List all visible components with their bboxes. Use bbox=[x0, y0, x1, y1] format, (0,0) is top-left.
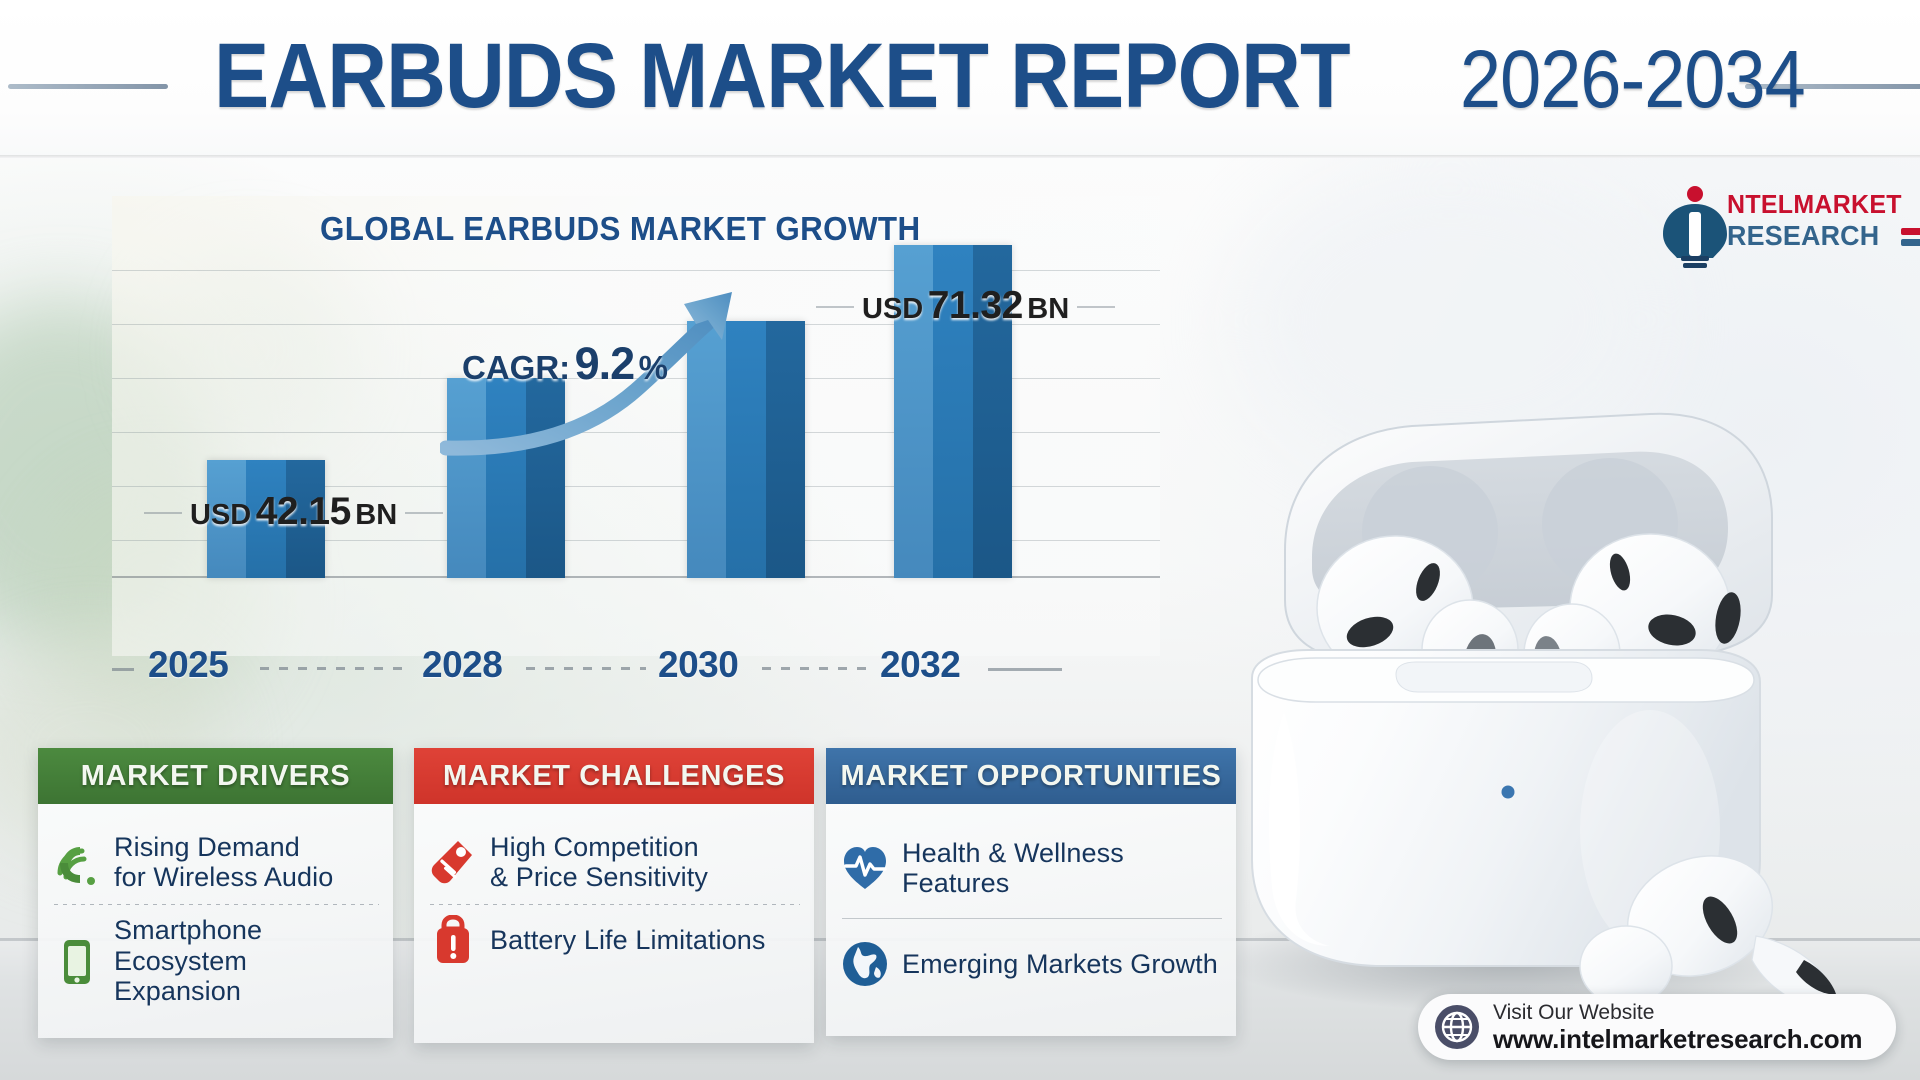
chart-title: GLOBAL EARBUDS MARKET GROWTH bbox=[320, 210, 921, 247]
list-item[interactable]: Smartphone Ecosystem Expansion bbox=[54, 905, 379, 1018]
card-body: High Competition & Price Sensitivity Bat… bbox=[414, 804, 814, 987]
chart-gridline bbox=[112, 324, 1160, 325]
earbuds-charging-case-photo bbox=[1220, 412, 1836, 1012]
brand-logo-line1: NTELMARKET bbox=[1727, 189, 1902, 219]
chart-axis-line bbox=[112, 576, 1160, 578]
card-title: MARKET OPPORTUNITIES bbox=[826, 748, 1236, 804]
card-body: Rising Demand for Wireless Audio Smartph… bbox=[38, 804, 393, 1028]
market-growth-chart: GLOBAL EARBUDS MARKET GROWTH bbox=[112, 196, 1160, 656]
cagr-annotation: CAGR: 9.2 % bbox=[462, 338, 668, 390]
axis-tick bbox=[988, 668, 1062, 671]
website-badge-text: Visit Our Website www.intelmarketresearc… bbox=[1493, 1001, 1863, 1054]
chart-value-label: USD 42.15 BN bbox=[144, 490, 444, 534]
chart-value-suffix: BN bbox=[1027, 293, 1070, 325]
list-item-label: Battery Life Limitations bbox=[490, 925, 766, 956]
badge-line1: Visit Our Website bbox=[1493, 1001, 1655, 1024]
list-separator bbox=[54, 904, 379, 906]
brand-logo-bars bbox=[1901, 228, 1920, 250]
wireless-audio-icon bbox=[54, 837, 100, 887]
list-item[interactable]: Battery Life Limitations bbox=[430, 905, 800, 977]
chart-bar bbox=[207, 460, 325, 578]
chart-value-number: 71.32 bbox=[927, 284, 1024, 327]
chart-gridline bbox=[112, 270, 1160, 271]
growth-arrow-icon bbox=[440, 292, 732, 456]
cagr-unit: % bbox=[638, 349, 668, 386]
list-item-label: Emerging Markets Growth bbox=[902, 949, 1218, 980]
battery-warning-icon bbox=[430, 914, 476, 965]
chart-x-tick-label: 2028 bbox=[422, 644, 503, 685]
chart-value-prefix: USD bbox=[190, 499, 252, 531]
list-separator bbox=[430, 904, 800, 906]
list-separator bbox=[842, 918, 1222, 920]
chart-gridline bbox=[112, 378, 1160, 379]
chart-x-axis: 2025 2028 2030 2032 bbox=[112, 644, 1172, 698]
card-market-drivers: MARKET DRIVERS Rising Demand for Wireles… bbox=[38, 748, 393, 1038]
axis-connector bbox=[526, 667, 646, 670]
axis-connector bbox=[762, 667, 870, 670]
list-item[interactable]: Rising Demand for Wireless Audio bbox=[54, 822, 379, 904]
axis-connector bbox=[260, 667, 408, 670]
header-rule-left bbox=[8, 84, 168, 89]
page-title-years: 2026-2034 bbox=[1460, 34, 1806, 125]
list-item-label: High Competition & Price Sensitivity bbox=[490, 832, 708, 893]
website-badge[interactable]: Visit Our Website www.intelmarketresearc… bbox=[1418, 994, 1896, 1060]
chart-x-tick-label: 2025 bbox=[148, 644, 229, 685]
card-title: MARKET DRIVERS bbox=[38, 748, 393, 804]
list-item[interactable]: High Competition & Price Sensitivity bbox=[430, 822, 800, 904]
chart-x-tick-label: 2032 bbox=[880, 644, 961, 685]
chart-value-number: 42.15 bbox=[255, 490, 352, 533]
globe-icon bbox=[1434, 1004, 1480, 1050]
list-item[interactable]: Health & Wellness Features bbox=[842, 822, 1222, 918]
card-market-opportunities: MARKET OPPORTUNITIES Health & Wellness F… bbox=[826, 748, 1236, 1036]
chart-x-tick-label: 2030 bbox=[658, 644, 739, 685]
axis-tick bbox=[112, 668, 134, 671]
list-item[interactable]: Emerging Markets Growth bbox=[842, 919, 1222, 1001]
chart-bar bbox=[894, 245, 1012, 578]
heartbeat-icon bbox=[842, 843, 888, 893]
smartphone-icon bbox=[54, 936, 100, 986]
list-item-label: Health & Wellness Features bbox=[902, 838, 1124, 899]
page-header: EARBUDS MARKET REPORT 2026-2034 bbox=[0, 0, 1920, 158]
cagr-label: CAGR: bbox=[462, 349, 571, 386]
badge-line2: www.intelmarketresearch.com bbox=[1493, 1024, 1863, 1054]
brand-logo-wordmark: NTELMARKET RESEARCH bbox=[1727, 190, 1909, 251]
chart-gridline bbox=[112, 486, 1160, 487]
chart-bar bbox=[447, 378, 565, 578]
chart-value-label: USD 71.32 BN bbox=[816, 284, 1116, 328]
page-title-main: EARBUDS MARKET REPORT bbox=[214, 25, 1351, 127]
chart-value-prefix: USD bbox=[862, 293, 924, 325]
cagr-value: 9.2 bbox=[574, 338, 636, 389]
brand-logo-line2: RESEARCH bbox=[1727, 220, 1880, 251]
chart-value-suffix: BN bbox=[355, 499, 398, 531]
brand-logo[interactable]: NTELMARKET RESEARCH bbox=[1655, 176, 1920, 274]
globe-growth-icon bbox=[842, 939, 888, 989]
header-rule-right bbox=[1745, 84, 1920, 89]
price-tag-icon bbox=[430, 837, 476, 887]
card-market-challenges: MARKET CHALLENGES High Competition & Pri… bbox=[414, 748, 814, 1043]
list-item-label: Smartphone Ecosystem Expansion bbox=[114, 915, 263, 1006]
chart-gridline bbox=[112, 540, 1160, 541]
list-item-label: Rising Demand for Wireless Audio bbox=[114, 832, 334, 893]
chart-bar bbox=[687, 321, 805, 578]
chart-gridline bbox=[112, 432, 1160, 433]
card-body: Health & Wellness Features Emerging Mark… bbox=[826, 804, 1236, 1011]
card-title: MARKET CHALLENGES bbox=[414, 748, 814, 804]
page-title: EARBUDS MARKET REPORT 2026-2034 bbox=[214, 30, 1844, 122]
lightbulb-icon bbox=[1663, 186, 1727, 268]
earbuds-product-image bbox=[1180, 360, 1880, 1060]
